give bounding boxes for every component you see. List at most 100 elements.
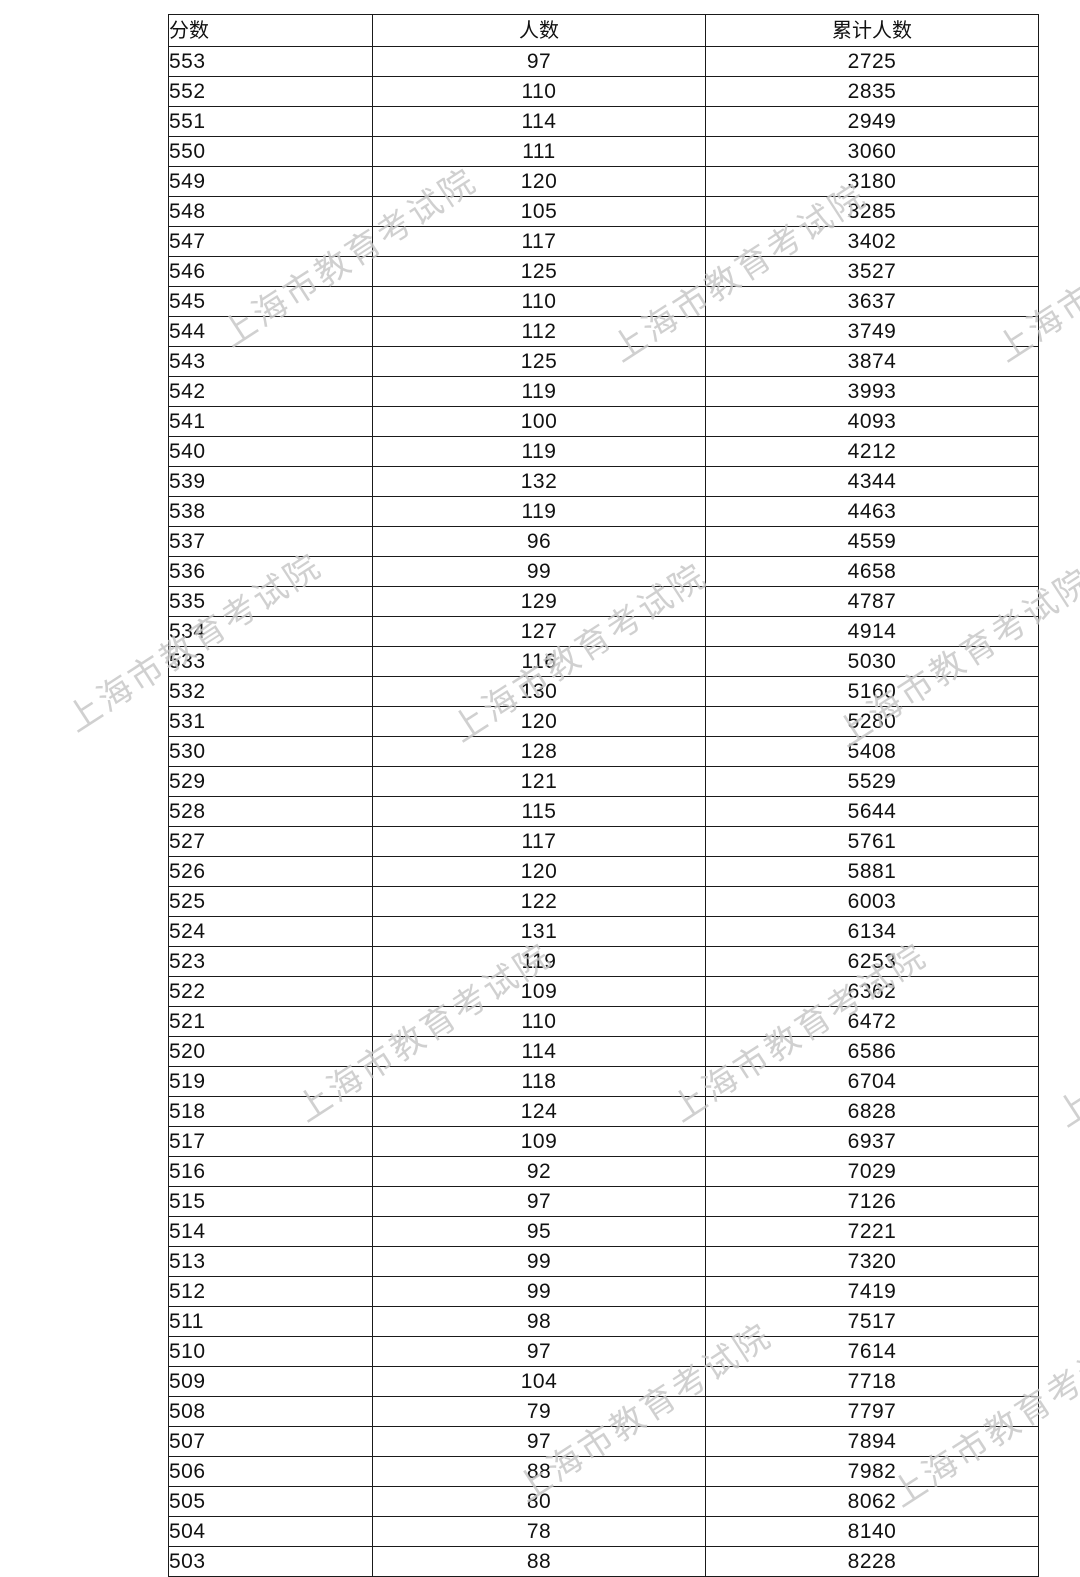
table-row: 512 99 7419	[168, 1276, 1039, 1307]
cell-cumulative: 3285	[705, 196, 1039, 227]
table-row: 510 97 7614	[168, 1336, 1039, 1367]
cell-score: 515	[168, 1186, 373, 1217]
cell-count: 111	[372, 136, 706, 167]
table-row: 548 105 3285	[168, 196, 1039, 227]
cell-score: 513	[168, 1246, 373, 1277]
cell-score: 540	[168, 436, 373, 467]
cell-score: 506	[168, 1456, 373, 1487]
cell-cumulative: 4093	[705, 406, 1039, 437]
cell-count: 120	[372, 166, 706, 197]
table-row: 503 88 8228	[168, 1546, 1039, 1577]
cell-count: 112	[372, 316, 706, 347]
cell-score: 552	[168, 76, 373, 107]
cell-score: 520	[168, 1036, 373, 1067]
table-row: 537 96 4559	[168, 526, 1039, 557]
cell-cumulative: 6362	[705, 976, 1039, 1007]
cell-score: 531	[168, 706, 373, 737]
cell-score: 511	[168, 1306, 373, 1337]
cell-count: 79	[372, 1396, 706, 1427]
cell-score: 533	[168, 646, 373, 677]
cell-cumulative: 6828	[705, 1096, 1039, 1127]
cell-score: 519	[168, 1066, 373, 1097]
cell-cumulative: 7718	[705, 1366, 1039, 1397]
cell-count: 99	[372, 1276, 706, 1307]
table-row: 545 110 3637	[168, 286, 1039, 317]
table-row: 532 130 5160	[168, 676, 1039, 707]
cell-cumulative: 6472	[705, 1006, 1039, 1037]
cell-count: 122	[372, 886, 706, 917]
table-row: 551 114 2949	[168, 106, 1039, 137]
cell-count: 97	[372, 1426, 706, 1457]
table-row: 527 117 5761	[168, 826, 1039, 857]
cell-count: 117	[372, 826, 706, 857]
cell-count: 97	[372, 1186, 706, 1217]
table-row: 520 114 6586	[168, 1036, 1039, 1067]
table-row: 529 121 5529	[168, 766, 1039, 797]
cell-cumulative: 3180	[705, 166, 1039, 197]
cell-score: 516	[168, 1156, 373, 1187]
cell-count: 110	[372, 286, 706, 317]
cell-score: 530	[168, 736, 373, 767]
table-row: 549 120 3180	[168, 166, 1039, 197]
column-header-count: 人数	[372, 14, 706, 47]
table-header-row: 分数 人数 累计人数	[168, 14, 1039, 47]
cell-count: 130	[372, 676, 706, 707]
table-row: 547 117 3402	[168, 226, 1039, 257]
score-distribution-table: 分数 人数 累计人数 553 97 2725 552 110 2835 551 114 2949…	[168, 14, 1039, 1577]
cell-cumulative: 7126	[705, 1186, 1039, 1217]
cell-cumulative: 7614	[705, 1336, 1039, 1367]
cell-count: 110	[372, 76, 706, 107]
table-row: 505 80 8062	[168, 1486, 1039, 1517]
cell-cumulative: 7894	[705, 1426, 1039, 1457]
table-row: 525 122 6003	[168, 886, 1039, 917]
cell-score: 503	[168, 1546, 373, 1577]
cell-count: 117	[372, 226, 706, 257]
cell-cumulative: 4559	[705, 526, 1039, 557]
cell-score: 505	[168, 1486, 373, 1517]
cell-count: 119	[372, 436, 706, 467]
cell-cumulative: 5529	[705, 766, 1039, 797]
cell-count: 129	[372, 586, 706, 617]
cell-count: 119	[372, 496, 706, 527]
cell-score: 527	[168, 826, 373, 857]
cell-cumulative: 5761	[705, 826, 1039, 857]
cell-score: 534	[168, 616, 373, 647]
cell-count: 109	[372, 976, 706, 1007]
column-header-score: 分数	[168, 14, 373, 47]
table-row: 513 99 7320	[168, 1246, 1039, 1277]
cell-score: 548	[168, 196, 373, 227]
cell-cumulative: 3874	[705, 346, 1039, 377]
cell-cumulative: 4463	[705, 496, 1039, 527]
cell-count: 125	[372, 346, 706, 377]
cell-score: 512	[168, 1276, 373, 1307]
cell-count: 118	[372, 1066, 706, 1097]
cell-cumulative: 4344	[705, 466, 1039, 497]
cell-cumulative: 7320	[705, 1246, 1039, 1277]
table-row: 517 109 6937	[168, 1126, 1039, 1157]
cell-count: 109	[372, 1126, 706, 1157]
table-row: 550 111 3060	[168, 136, 1039, 167]
cell-score: 510	[168, 1336, 373, 1367]
cell-score: 509	[168, 1366, 373, 1397]
cell-count: 132	[372, 466, 706, 497]
table-row: 519 118 6704	[168, 1066, 1039, 1097]
cell-count: 131	[372, 916, 706, 947]
watermark-text: 上海市教育考试院	[1049, 940, 1080, 1136]
table-row: 509 104 7718	[168, 1366, 1039, 1397]
cell-count: 110	[372, 1006, 706, 1037]
cell-count: 120	[372, 706, 706, 737]
cell-cumulative: 2835	[705, 76, 1039, 107]
cell-count: 96	[372, 526, 706, 557]
cell-score: 541	[168, 406, 373, 437]
cell-score: 537	[168, 526, 373, 557]
table-row: 521 110 6472	[168, 1006, 1039, 1037]
cell-score: 545	[168, 286, 373, 317]
cell-cumulative: 5280	[705, 706, 1039, 737]
table-row: 528 115 5644	[168, 796, 1039, 827]
cell-count: 88	[372, 1456, 706, 1487]
cell-count: 95	[372, 1216, 706, 1247]
cell-cumulative: 6134	[705, 916, 1039, 947]
cell-cumulative: 4787	[705, 586, 1039, 617]
table-row: 536 99 4658	[168, 556, 1039, 587]
cell-count: 88	[372, 1546, 706, 1577]
